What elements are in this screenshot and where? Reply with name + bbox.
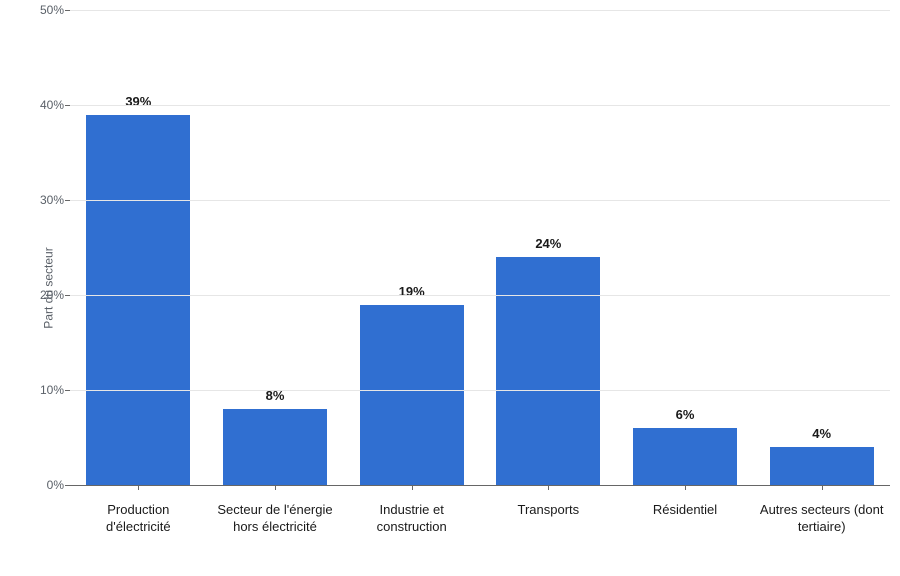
bar[interactable]: 19% (360, 305, 464, 486)
bar-value-label: 39% (125, 94, 151, 109)
y-tick-label: 30% (28, 193, 64, 207)
bar-slot: 6% (617, 10, 754, 485)
x-axis-labels: Production d'électricitéSecteur de l'éne… (70, 494, 890, 576)
y-tick-mark (65, 295, 70, 296)
bar-value-label: 24% (535, 236, 561, 251)
bar-slot: 19% (343, 10, 480, 485)
y-tick-label: 10% (28, 383, 64, 397)
x-tick-mark (138, 485, 139, 490)
y-tick-mark (65, 105, 70, 106)
x-tick-mark (275, 485, 276, 490)
bar-slot: 4% (753, 10, 890, 485)
bars-container: 39% 8% 19% 24% 6% 4% (70, 10, 890, 485)
grid-line (70, 200, 890, 201)
y-tick-label: 0% (28, 478, 64, 492)
y-tick-label: 50% (28, 3, 64, 17)
plot-area: 39%8%19%24%6%4% 0%10%20%30%40%50% (70, 10, 890, 486)
x-axis-category-label: Résidentiel (617, 494, 754, 576)
x-tick-mark (685, 485, 686, 490)
bar-chart: Part du secteur 39%8%19%24%6%4% 0%10%20%… (0, 0, 900, 576)
y-tick-label: 20% (28, 288, 64, 302)
bar-slot: 24% (480, 10, 617, 485)
x-tick-mark (822, 485, 823, 490)
bar[interactable]: 24% (496, 257, 600, 485)
bar-slot: 8% (207, 10, 344, 485)
bar[interactable]: 39% (86, 115, 190, 486)
y-tick-mark (65, 10, 70, 11)
bar[interactable]: 8% (223, 409, 327, 485)
x-tick-mark (548, 485, 549, 490)
grid-line (70, 10, 890, 11)
x-axis-category-label: Industrie et construction (343, 494, 480, 576)
y-tick-mark (65, 200, 70, 201)
y-tick-label: 40% (28, 98, 64, 112)
bar[interactable]: 4% (770, 447, 874, 485)
bar-value-label: 19% (399, 284, 425, 299)
y-tick-mark (65, 390, 70, 391)
grid-line (70, 390, 890, 391)
x-axis-category-label: Production d'électricité (70, 494, 207, 576)
bar-value-label: 4% (812, 426, 831, 441)
grid-line (70, 295, 890, 296)
x-axis-category-label: Secteur de l'énergie hors électricité (207, 494, 344, 576)
y-tick-mark (65, 485, 70, 486)
bar-slot: 39% (70, 10, 207, 485)
grid-line (70, 105, 890, 106)
x-tick-mark (412, 485, 413, 490)
x-axis-category-label: Transports (480, 494, 617, 576)
x-axis-category-label: Autres secteurs (dont tertiaire) (753, 494, 890, 576)
bar-value-label: 6% (676, 407, 695, 422)
bar[interactable]: 6% (633, 428, 737, 485)
